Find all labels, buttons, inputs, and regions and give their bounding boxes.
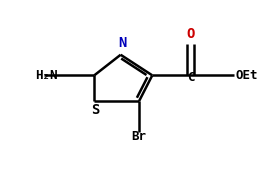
Text: H₂N: H₂N: [36, 69, 58, 82]
Text: OEt: OEt: [235, 69, 258, 82]
Text: Br: Br: [132, 130, 147, 143]
Text: C: C: [187, 71, 194, 84]
Text: O: O: [186, 27, 195, 41]
Text: S: S: [91, 103, 100, 117]
Text: N: N: [118, 37, 126, 51]
